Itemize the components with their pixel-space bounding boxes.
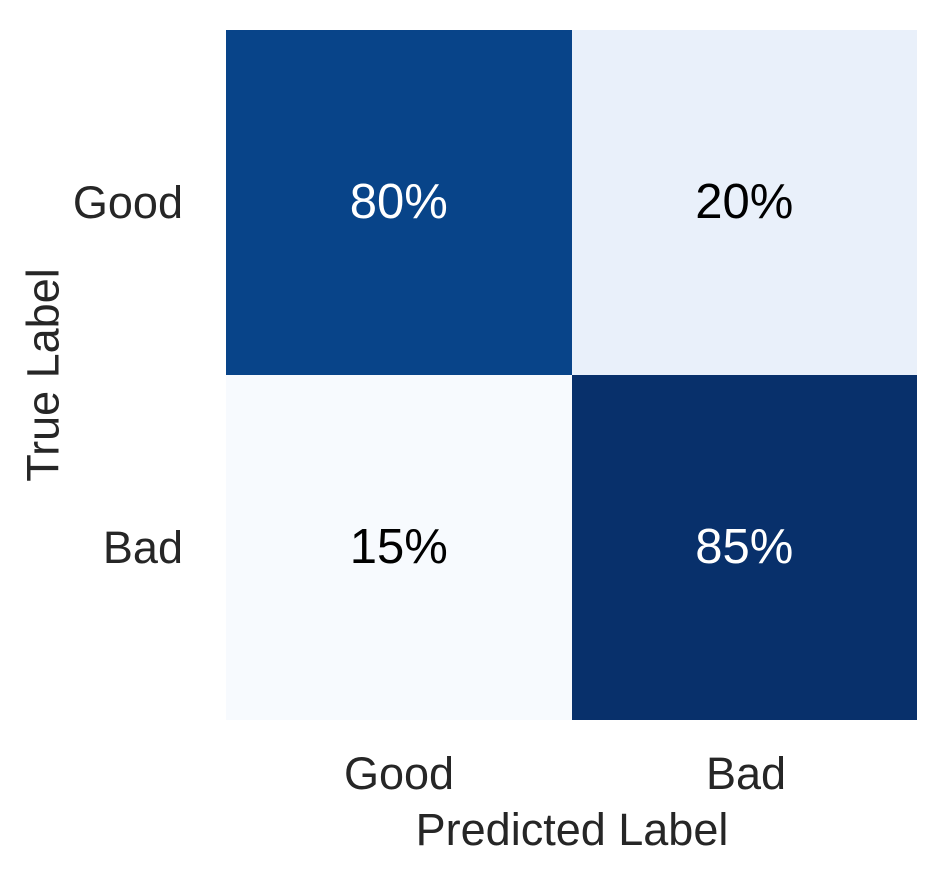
x-axis-label: Predicted Label — [415, 804, 729, 855]
cell-true-good-pred-good: 80% — [226, 30, 572, 375]
y-axis-label: True Label — [17, 268, 69, 482]
cell-true-bad-pred-bad: 85% — [571, 375, 917, 720]
y-tick-bad: Bad — [102, 522, 183, 573]
x-tick-good: Good — [343, 748, 455, 799]
heatmap-grid: 80% 20% 15% 85% — [226, 30, 917, 720]
cell-true-good-pred-bad: 20% — [571, 30, 917, 375]
y-tick-good: Good — [72, 177, 183, 228]
cell-value-label: 80% — [349, 175, 448, 229]
cell-value-label: 20% — [695, 175, 794, 229]
cell-true-bad-pred-good: 15% — [226, 375, 572, 720]
cell-value-label: 15% — [349, 520, 448, 574]
cell-value-label: 85% — [695, 520, 794, 574]
x-tick-bad: Bad — [705, 748, 787, 799]
